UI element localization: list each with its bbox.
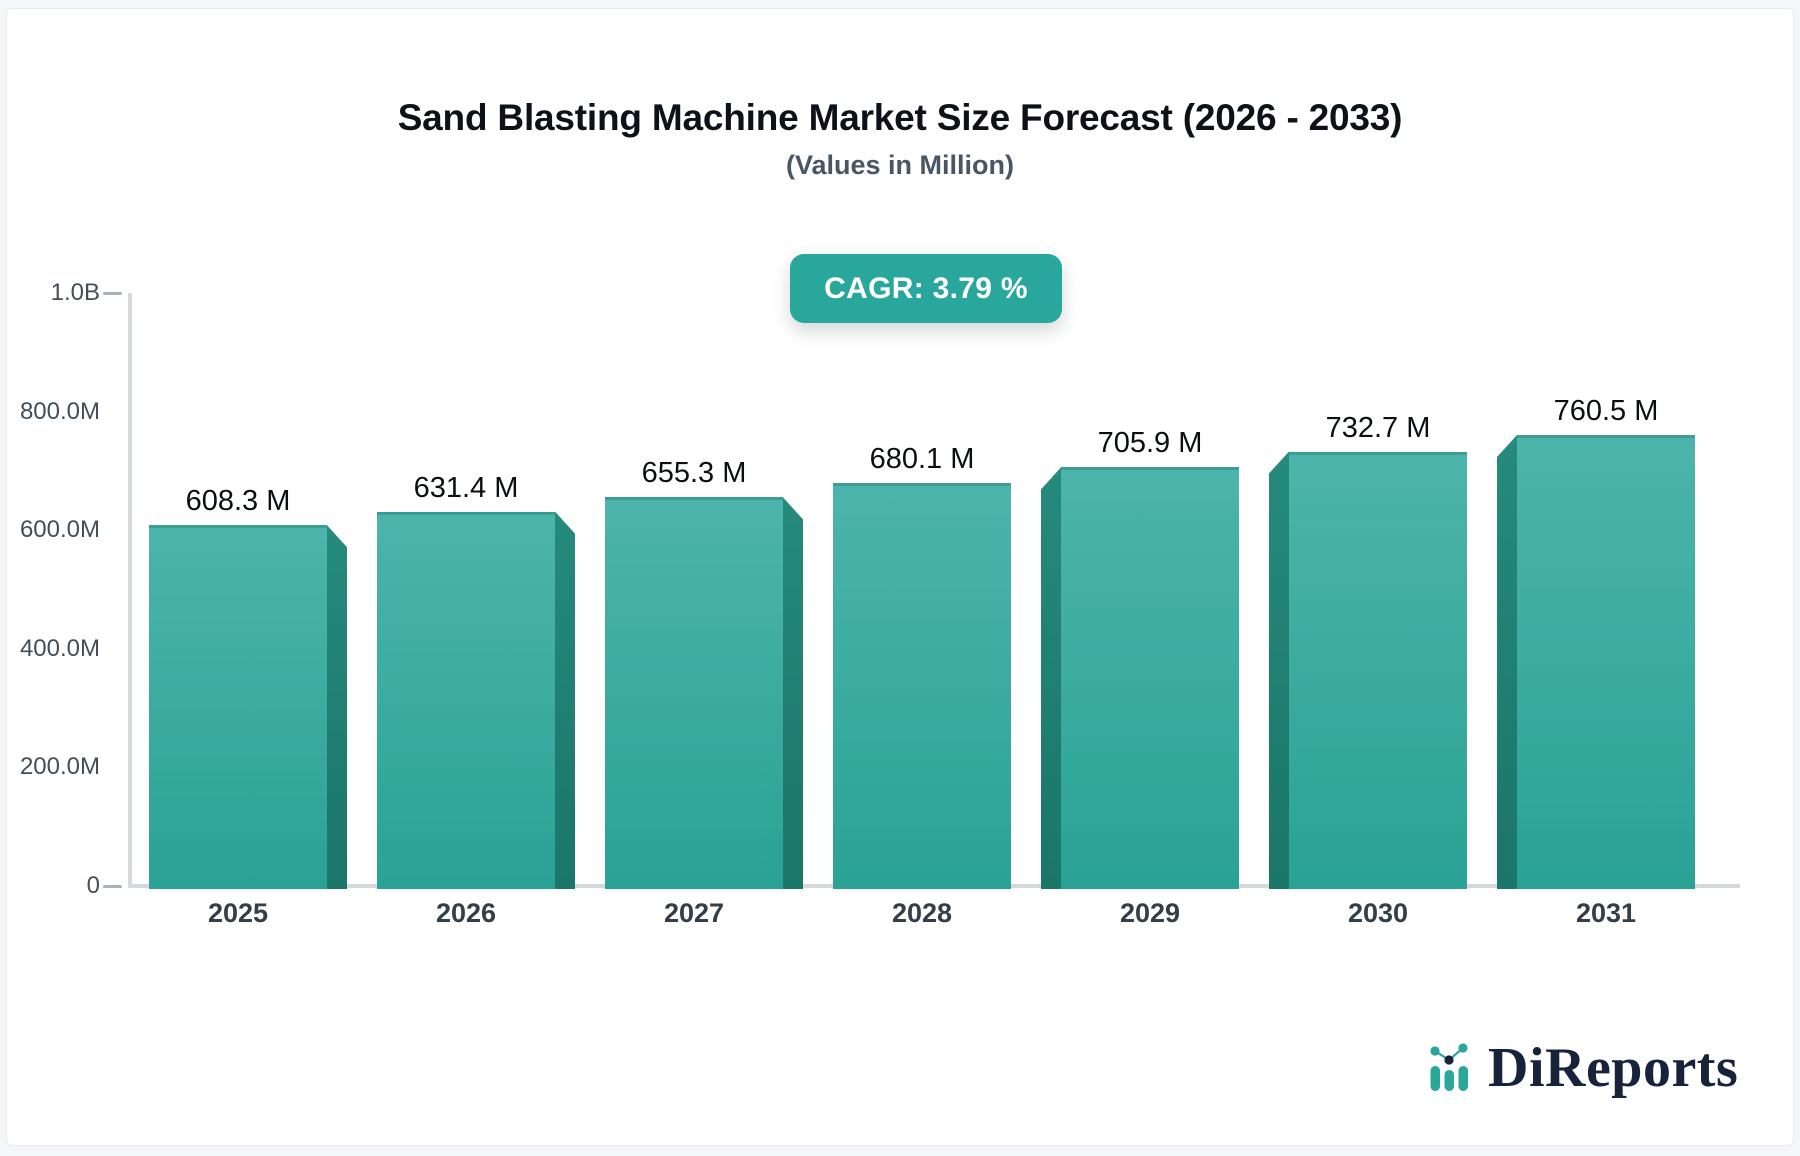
x-axis-label-2027: 2027 — [663, 898, 725, 928]
x-axis-label-2026: 2026 — [435, 898, 497, 928]
chart-subtitle: (Values in Million) — [785, 150, 1015, 180]
bar-value-label: 655.3 M — [641, 457, 747, 490]
bar-value-label: 732.7 M — [1325, 411, 1431, 444]
bar-3d-side — [1269, 451, 1289, 889]
y-tick-label: 200.0M — [19, 753, 100, 781]
bar-value-label: 705.9 M — [1097, 427, 1203, 460]
x-axis-label-2030: 2030 — [1347, 898, 1409, 928]
bar-value-label: 680.1 M — [869, 442, 975, 475]
bar-2027 — [605, 497, 783, 889]
x-axis-label-2029: 2029 — [1119, 898, 1181, 928]
y-tick-label: 0 — [86, 872, 100, 899]
direports-logo-text: DiReports — [1488, 1037, 1739, 1099]
bar-value-label: 760.5 M — [1553, 395, 1659, 428]
bar-2028 — [833, 482, 1011, 889]
x-axis-label-2028: 2028 — [891, 898, 953, 928]
bar-3d-side — [1497, 435, 1517, 889]
bar-2029 — [1061, 467, 1239, 889]
bar-3d-side — [1041, 467, 1061, 889]
direports-logo: DiReports — [1428, 1032, 1738, 1098]
y-axis-line — [128, 293, 132, 888]
direports-logo-icon — [1430, 1043, 1468, 1091]
y-tick-label: 800.0M — [19, 397, 100, 425]
bar-value-label: 631.4 M — [413, 471, 519, 504]
bar-3d-side — [783, 497, 803, 889]
bar-value-label: 608.3 M — [185, 485, 291, 518]
y-tick-label: 600.0M — [19, 516, 100, 544]
y-tick-mark — [103, 292, 122, 295]
bar-2026 — [377, 511, 555, 889]
x-axis-label-2025: 2025 — [207, 898, 269, 928]
bar-3d-side — [327, 525, 347, 889]
bar-2030 — [1289, 451, 1467, 889]
bar-2025 — [149, 525, 327, 889]
x-axis-label-2031: 2031 — [1575, 898, 1637, 928]
y-tick-mark — [103, 885, 122, 888]
y-tick-label: 400.0M — [19, 634, 100, 662]
bar-3d-side — [555, 511, 575, 889]
chart-title: Sand Blasting Machine Market Size Foreca… — [397, 97, 1403, 138]
y-tick-label: 1.0B — [50, 279, 100, 306]
bar-2031 — [1517, 435, 1695, 889]
cagr-badge: CAGR: 3.79 % — [790, 254, 1062, 323]
